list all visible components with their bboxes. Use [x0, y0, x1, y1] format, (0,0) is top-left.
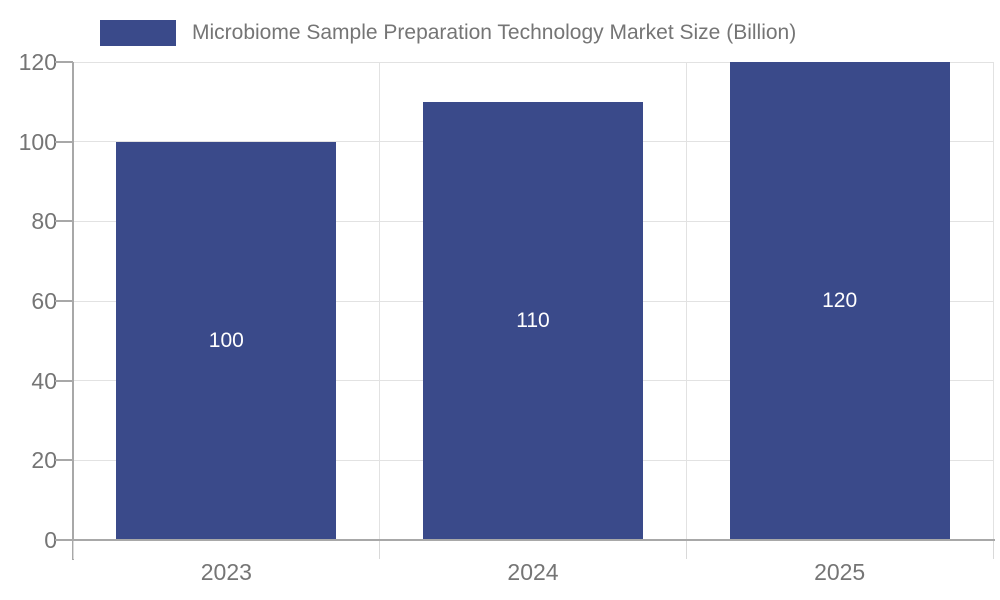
- y-axis-line: [72, 62, 74, 560]
- y-tick-label-60: 60: [31, 288, 57, 314]
- bar-value-label-2023: 100: [208, 328, 244, 352]
- chart-title: Microbiome Sample Preparation Technology…: [192, 20, 797, 44]
- bar-2025: [729, 62, 950, 540]
- y-tick-label-80: 80: [31, 208, 57, 235]
- y-tick-mark-40: [55, 379, 73, 382]
- y-tick-mark-80: [55, 220, 73, 223]
- y-tick-mark-100: [55, 140, 73, 143]
- legend-swatch-icon: [100, 19, 176, 46]
- y-tick-mark-120: [55, 61, 73, 63]
- gridline-x-boundary-3: [992, 62, 994, 540]
- legend-item[interactable]: Microbiome Sample Preparation Technology…: [100, 19, 796, 46]
- x-tick-mark-1: [379, 541, 381, 559]
- x-tick-label-2024: 2024: [507, 559, 559, 585]
- bar-2023: [116, 141, 337, 540]
- y-tick-label-120: 120: [18, 49, 57, 75]
- gridline-x-boundary-1: [379, 62, 381, 540]
- y-tick-label-0: 0: [44, 527, 57, 553]
- y-tick-mark-20: [55, 459, 73, 462]
- x-tick-mark-3: [992, 541, 994, 559]
- bar-2024: [423, 101, 643, 540]
- y-tick-label-40: 40: [31, 367, 57, 394]
- y-tick-label-20: 20: [31, 447, 57, 474]
- plot-area: 100 110 120: [73, 61, 994, 540]
- x-tick-mark-0: [72, 541, 74, 559]
- bar-value-label-2024: 110: [516, 308, 550, 332]
- x-tick-mark-2: [685, 541, 687, 559]
- gridline-x-boundary-2: [685, 62, 687, 540]
- y-tick-mark-0: [55, 539, 73, 541]
- y-tick-label-100: 100: [18, 128, 57, 155]
- x-axis-line: [73, 539, 995, 541]
- gridline-y-120: [73, 61, 993, 63]
- y-tick-mark-60: [55, 300, 73, 302]
- x-tick-label-2025: 2025: [814, 559, 866, 585]
- x-tick-label-2023: 2023: [200, 559, 252, 585]
- bar-value-label-2025: 120: [822, 289, 858, 312]
